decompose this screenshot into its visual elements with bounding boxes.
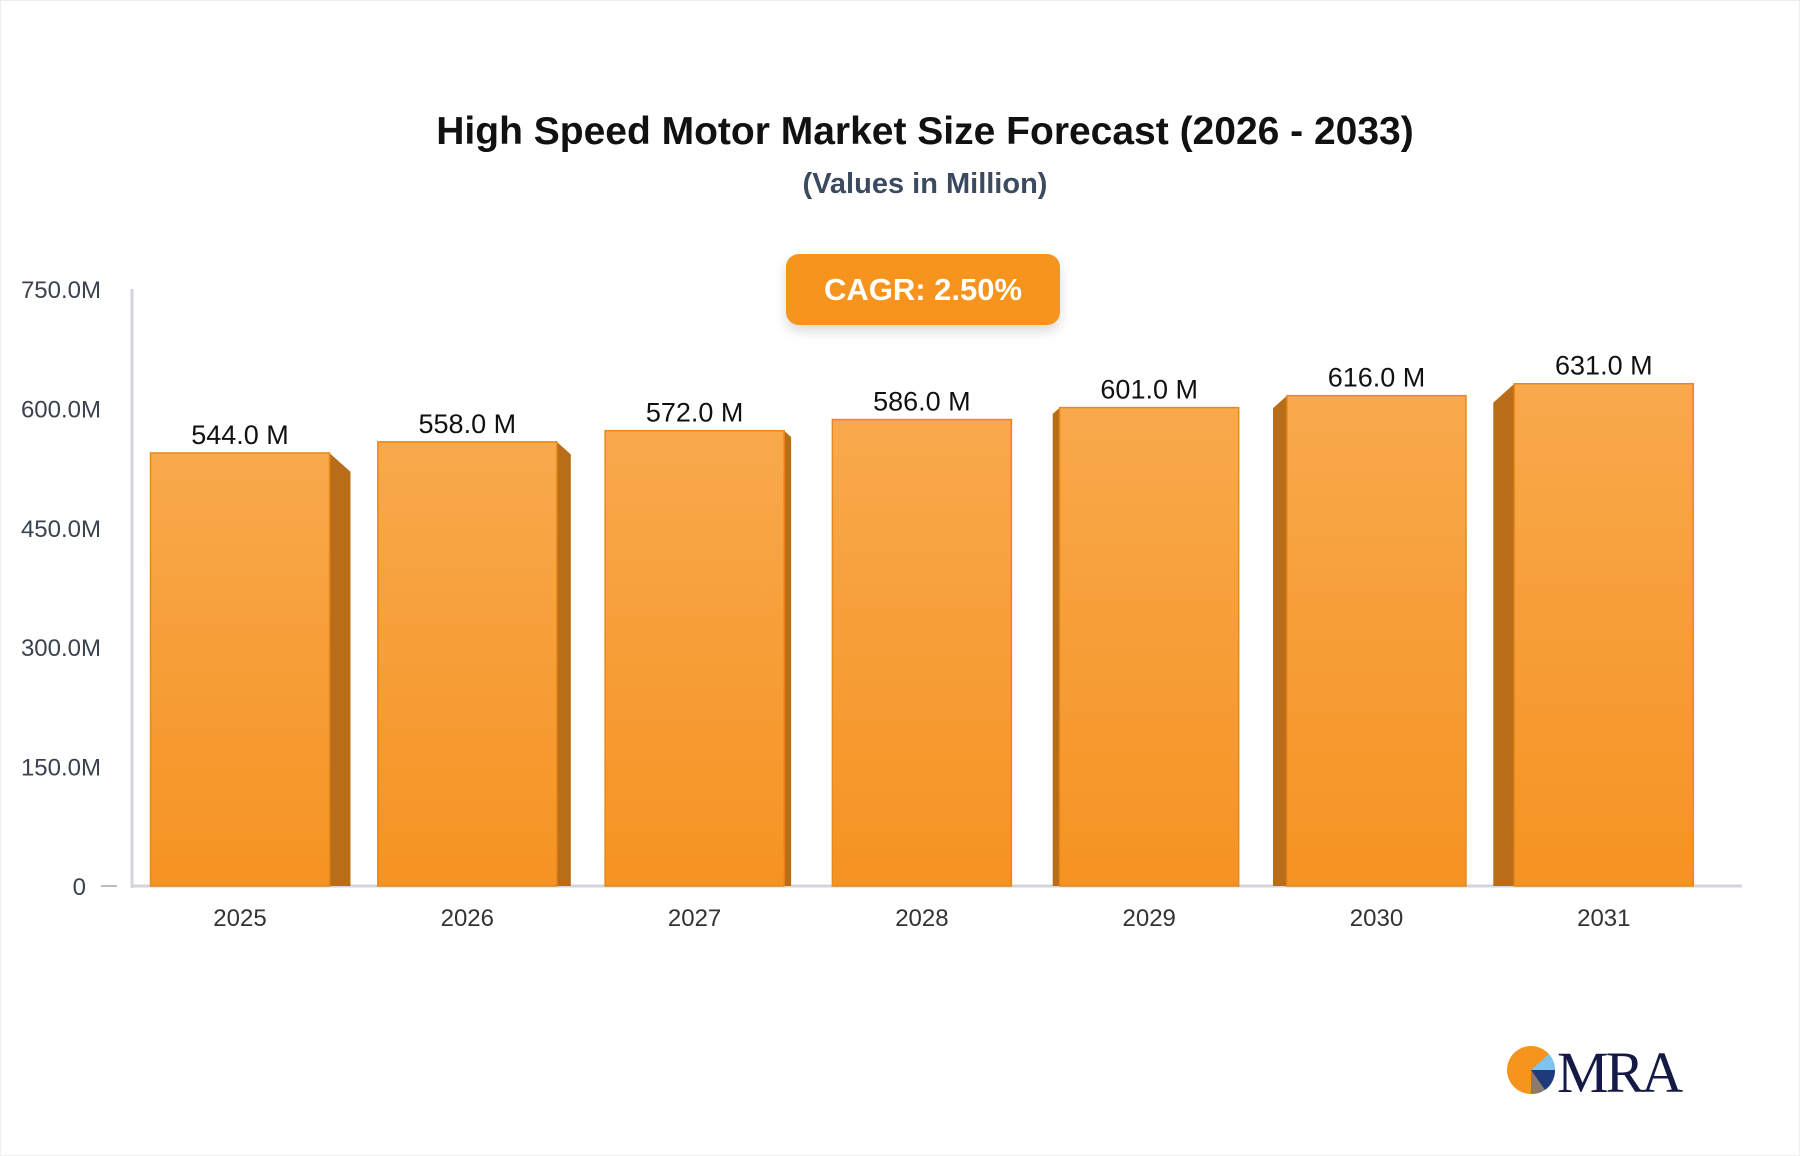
bar-side bbox=[784, 430, 792, 886]
bar-group: 558.0 M 2026 bbox=[377, 409, 571, 932]
bar-value-label: 572.0 M bbox=[646, 398, 744, 428]
bar bbox=[831, 418, 1013, 887]
bar bbox=[1286, 394, 1467, 887]
bar bbox=[604, 429, 785, 887]
bar-value-label: 601.0 M bbox=[1100, 375, 1198, 405]
bar-side bbox=[556, 441, 571, 886]
chart-subtitle: (Values in Million) bbox=[802, 168, 1048, 200]
cagr-badge: CAGR: 2.50% bbox=[786, 254, 1060, 325]
bar bbox=[149, 452, 331, 887]
bar bbox=[1058, 406, 1240, 887]
chart-title: High Speed Motor Market Size Forecast (2… bbox=[436, 110, 1414, 153]
y-tick-label: 450.0M bbox=[21, 516, 101, 543]
bar-side bbox=[329, 452, 351, 886]
bar-value-label: 544.0 M bbox=[191, 420, 289, 450]
bar-side bbox=[1052, 407, 1060, 886]
bar bbox=[377, 441, 558, 887]
x-tick-label: 2030 bbox=[1350, 905, 1403, 932]
y-tick-label: 0 bbox=[73, 874, 86, 901]
y-tick-label: 600.0M bbox=[21, 396, 101, 423]
bar-side bbox=[1493, 383, 1515, 886]
bar-group: 572.0 M 2027 bbox=[604, 398, 792, 932]
y-tick-label: 750.0M bbox=[21, 277, 101, 304]
bar-value-label: 558.0 M bbox=[419, 409, 517, 439]
bar-value-label: 616.0 M bbox=[1328, 363, 1426, 393]
y-tick-label: 300.0M bbox=[21, 635, 101, 662]
bar-group: 601.0 M 2029 bbox=[1052, 375, 1240, 932]
bar-value-label: 586.0 M bbox=[873, 387, 971, 417]
x-tick-label: 2029 bbox=[1123, 905, 1176, 932]
y-tick-label: 150.0M bbox=[21, 755, 101, 782]
bar-group: 616.0 M 2030 bbox=[1273, 363, 1467, 932]
x-tick-label: 2026 bbox=[441, 905, 494, 932]
svg-text:MRA: MRA bbox=[1557, 1040, 1683, 1100]
bar-group: 631.0 M 2031 bbox=[1493, 351, 1695, 932]
bar bbox=[1513, 382, 1695, 887]
bar-group: 544.0 M 2025 bbox=[149, 420, 351, 932]
bar-value-label: 631.0 M bbox=[1555, 351, 1653, 381]
mra-logo: MRA bbox=[1507, 1040, 1686, 1100]
bar-side bbox=[1273, 395, 1287, 886]
bar-group: 586.0 M 2028 bbox=[831, 387, 1013, 932]
x-tick-label: 2031 bbox=[1577, 905, 1630, 932]
x-tick-label: 2027 bbox=[668, 905, 721, 932]
x-tick-label: 2028 bbox=[895, 905, 948, 932]
x-tick-label: 2025 bbox=[213, 905, 266, 932]
